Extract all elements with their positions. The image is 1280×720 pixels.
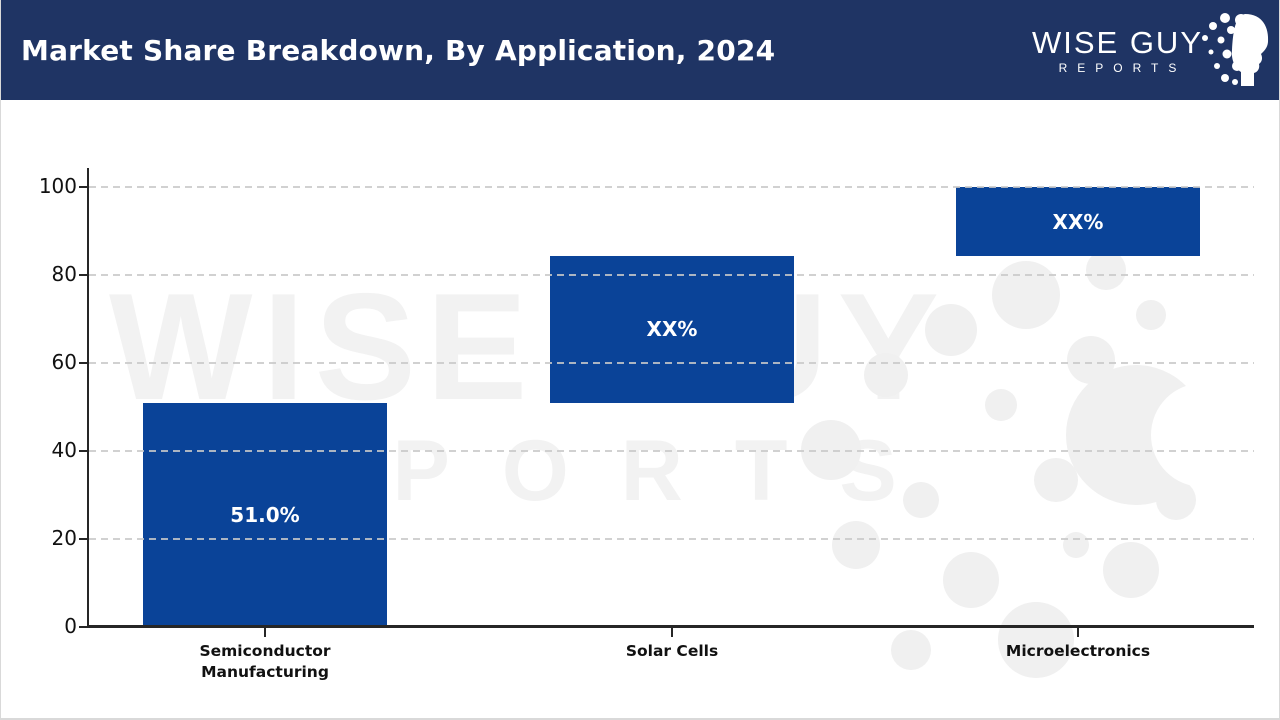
logo-face-dots-icon <box>1202 13 1269 86</box>
bar-value-label: XX% <box>646 317 698 342</box>
gridline-y80 <box>89 274 1254 276</box>
page-title: Market Share Breakdown, By Application, … <box>21 33 776 67</box>
x-category-label: Solar Cells <box>625 642 719 660</box>
watermark-face-dots-icon <box>801 250 1211 678</box>
y-tick-label: 100 <box>38 174 77 198</box>
y-tick-mark <box>79 274 88 276</box>
logo-wordmark: WISE GUY <box>1031 24 1203 60</box>
y-tick-mark <box>79 362 88 364</box>
gridline-y20 <box>89 538 1254 540</box>
y-tick-mark <box>79 538 88 540</box>
y-tick-mark <box>79 626 88 628</box>
chart-area: WISE GUY REPORTS 0 20 40 60 80 100 51.0% Semico… <box>1 100 1279 718</box>
y-tick-label: 80 <box>51 262 77 286</box>
bar-value-label: 51.0% <box>230 502 300 527</box>
y-tick-mark <box>79 450 88 452</box>
x-tick-mark <box>1077 628 1079 637</box>
logo-subtitle: REPORTS <box>1058 60 1187 75</box>
header-bar: Market Share Breakdown, By Application, … <box>1 0 1279 100</box>
y-tick-label: 60 <box>51 350 77 374</box>
y-tick-mark <box>79 186 88 188</box>
bar-segment-2: XX% <box>550 256 794 403</box>
y-axis-spine <box>87 168 89 628</box>
logo-text: WISE GUY REPORTS <box>1032 27 1203 74</box>
x-category-label: Semiconductor Manufacturing <box>199 642 331 681</box>
gridline-y100 <box>89 186 1254 188</box>
x-category-label: Microelectronics <box>1005 642 1151 660</box>
y-tick-label: 0 <box>64 614 77 638</box>
x-tick-mark <box>264 628 266 637</box>
bar-segment-3: XX% <box>956 187 1200 257</box>
wiseguy-logo: WISE GUY REPORTS <box>1032 0 1271 100</box>
gridline-y60 <box>89 362 1254 364</box>
watermark: WISE GUY REPORTS <box>1 100 1279 718</box>
y-tick-label: 20 <box>51 526 77 550</box>
bar-segment-1: 51.0% <box>143 402 387 627</box>
bar-value-label: XX% <box>1052 209 1104 234</box>
gridline-y40 <box>89 450 1254 452</box>
y-tick-label: 40 <box>51 438 77 462</box>
x-axis-spine <box>87 625 1254 628</box>
x-tick-mark <box>671 628 673 637</box>
